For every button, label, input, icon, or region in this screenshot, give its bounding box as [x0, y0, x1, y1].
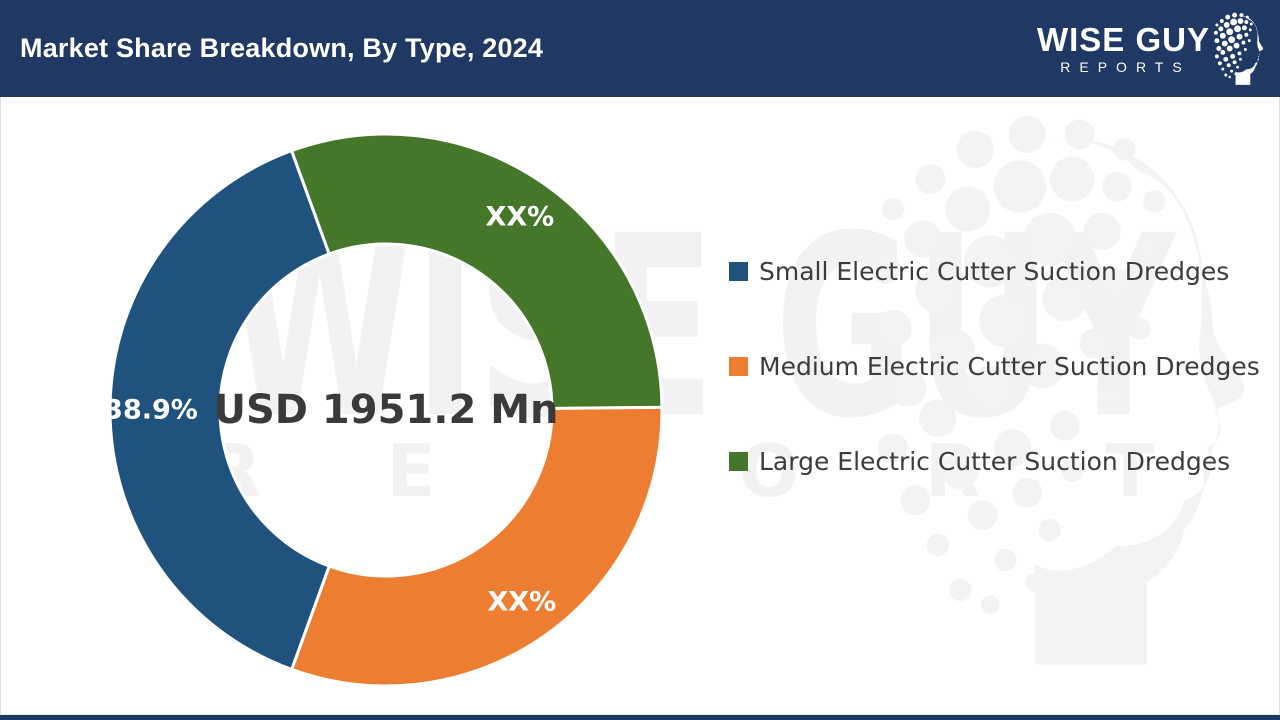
page-title: Market Share Breakdown, By Type, 2024 [20, 33, 544, 63]
legend-swatch-small [729, 262, 748, 281]
donut-chart [108, 132, 664, 688]
donut-slice [289, 405, 664, 688]
legend-swatch-large [729, 452, 748, 471]
legend-label: Medium Electric Cutter Suction Dredges [759, 352, 1260, 381]
legend-item-large: Large Electric Cutter Suction Dredges [729, 447, 1260, 476]
legend-item-medium: Medium Electric Cutter Suction Dredges [729, 352, 1260, 381]
chart-legend: Small Electric Cutter Suction Dredges Me… [729, 257, 1260, 476]
logo-text: WISE GUY REPORTS [1037, 23, 1210, 74]
legend-item-small: Small Electric Cutter Suction Dredges [729, 257, 1260, 286]
dotted-head-icon [1213, 12, 1264, 85]
header-bar: Market Share Breakdown, By Type, 2024 WI… [0, 0, 1280, 97]
watermark-reports: R E P O R T S [206, 429, 1280, 513]
legend-label: Small Electric Cutter Suction Dredges [759, 257, 1230, 286]
logo-subtitle: REPORTS [1060, 59, 1191, 75]
donut-center-value: USD 1951.2 Mn [213, 387, 559, 433]
legend-swatch-medium [729, 357, 748, 376]
logo-wordmark: WISE GUY [1036, 21, 1210, 58]
donut-slice [289, 132, 664, 410]
slice-percentage-label: 38.9% [104, 394, 198, 426]
chart-area: WISE GUY R E P O R T S USD 1951.2 Mn Sma… [0, 97, 1280, 715]
slice-percentage-label: XX% [487, 586, 557, 618]
legend-label: Large Electric Cutter Suction Dredges [759, 447, 1231, 476]
wise-guy-logo: WISE GUY REPORTS [1037, 12, 1266, 86]
slice-percentage-label: XX% [485, 201, 555, 233]
donut-slice [108, 148, 332, 672]
footer-bar [0, 715, 1280, 720]
